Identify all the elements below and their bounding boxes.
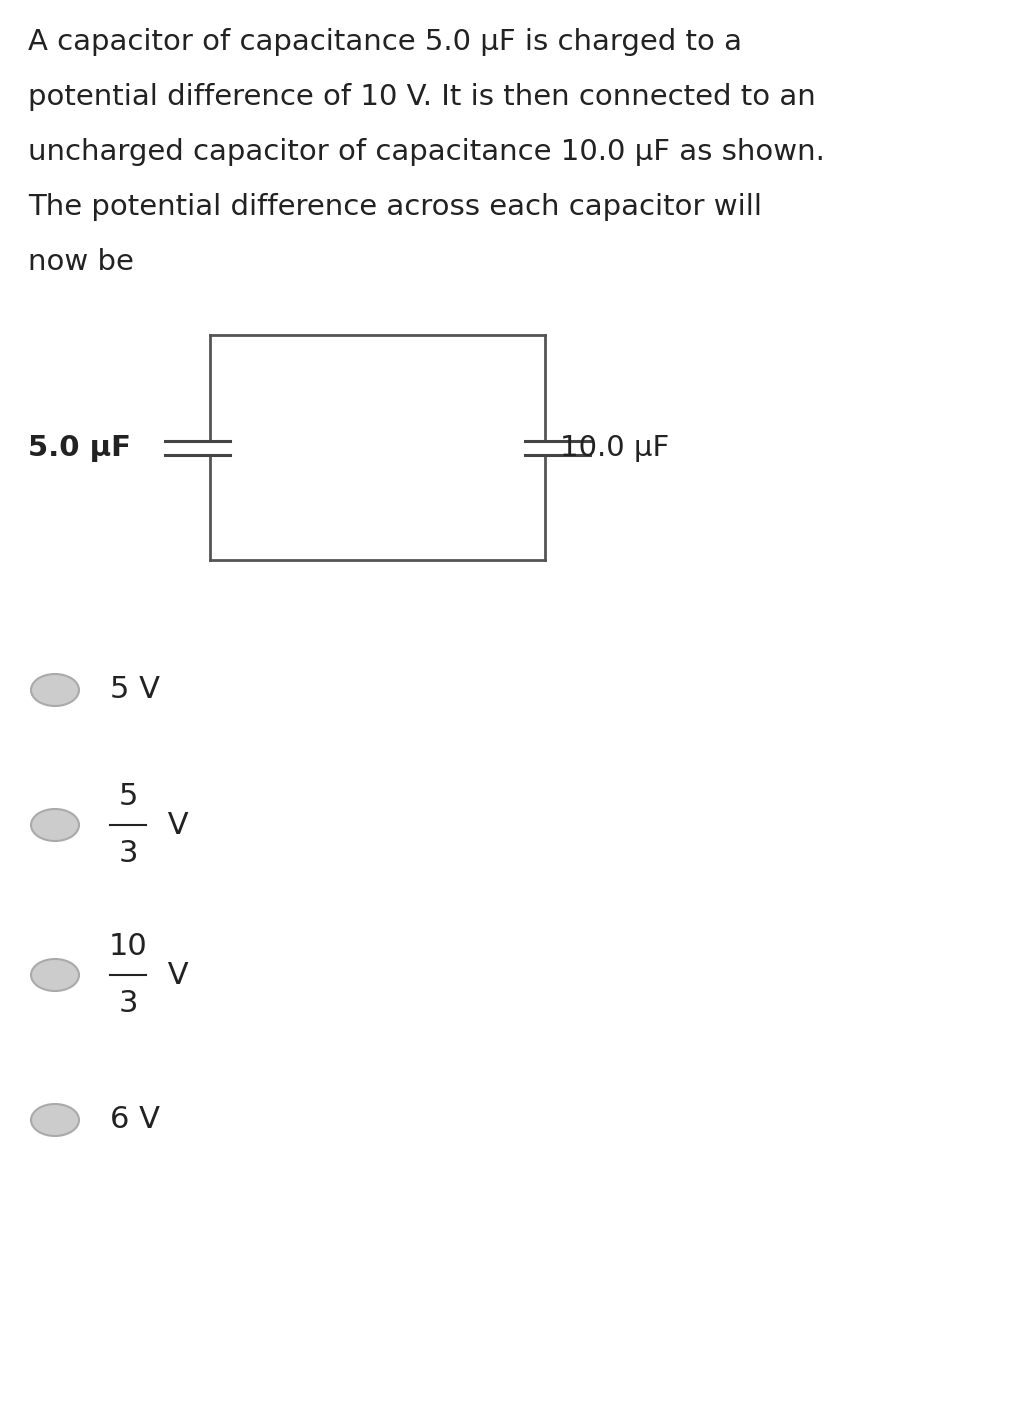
Text: 3: 3 bbox=[118, 839, 138, 868]
Text: 5: 5 bbox=[119, 782, 137, 811]
Text: 10.0 μF: 10.0 μF bbox=[560, 434, 670, 462]
Text: 5 V: 5 V bbox=[110, 675, 160, 705]
Text: 3: 3 bbox=[118, 989, 138, 1017]
Text: uncharged capacitor of capacitance 10.0 μF as shown.: uncharged capacitor of capacitance 10.0 … bbox=[28, 138, 825, 166]
Text: V: V bbox=[158, 811, 188, 839]
Text: The potential difference across each capacitor will: The potential difference across each cap… bbox=[28, 193, 762, 221]
Text: potential difference of 10 V. It is then connected to an: potential difference of 10 V. It is then… bbox=[28, 83, 816, 111]
Text: 5.0 μF: 5.0 μF bbox=[28, 434, 131, 462]
Ellipse shape bbox=[31, 674, 79, 706]
Text: now be: now be bbox=[28, 248, 134, 275]
Ellipse shape bbox=[31, 959, 79, 990]
Text: 6 V: 6 V bbox=[110, 1106, 160, 1134]
Text: A capacitor of capacitance 5.0 μF is charged to a: A capacitor of capacitance 5.0 μF is cha… bbox=[28, 29, 742, 56]
Ellipse shape bbox=[31, 809, 79, 841]
Text: V: V bbox=[158, 960, 188, 989]
Ellipse shape bbox=[31, 1104, 79, 1136]
Text: 10: 10 bbox=[109, 932, 147, 960]
